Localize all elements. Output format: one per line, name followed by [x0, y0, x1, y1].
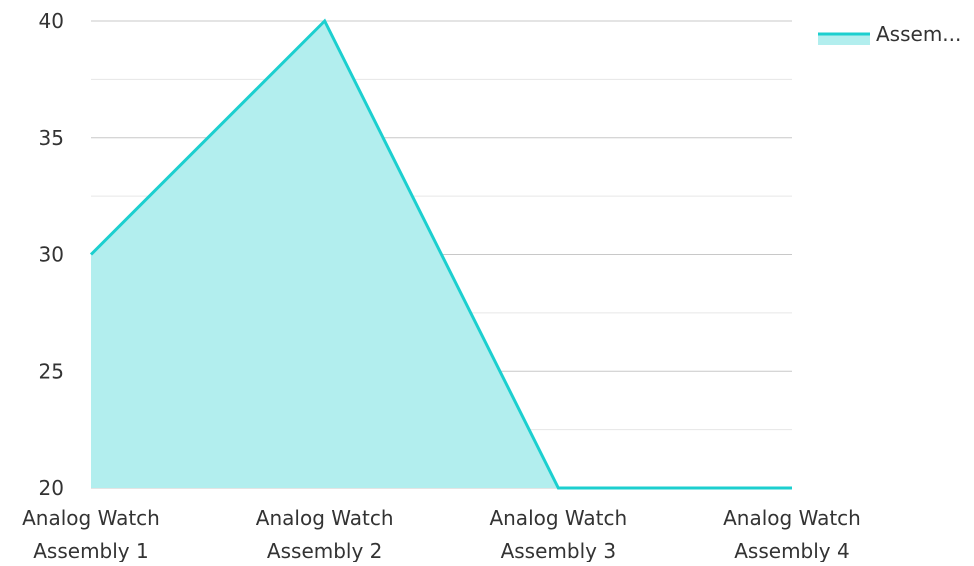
x-tick-label: Analog Watch Assembly 2 — [256, 506, 394, 562]
series-layer — [85, 15, 798, 494]
series-line — [89, 18, 792, 490]
y-tick-label: 20 — [39, 476, 64, 500]
y-tick-label: 40 — [39, 9, 64, 33]
x-tick-label: Analog Watch Assembly 3 — [489, 506, 627, 562]
legend[interactable]: Assem... — [818, 22, 961, 46]
series-area — [91, 21, 792, 488]
data-point[interactable] — [85, 249, 97, 261]
data-point[interactable] — [552, 482, 564, 494]
y-tick-label: 35 — [39, 126, 64, 150]
y-tick-label: 30 — [39, 243, 64, 267]
y-axis: 20 25 30 35 40 — [39, 9, 64, 500]
legend-label: Assem... — [876, 22, 961, 46]
data-point[interactable] — [319, 15, 331, 27]
data-point[interactable] — [786, 482, 798, 494]
legend-swatch — [818, 33, 870, 45]
x-tick-label: Analog Watch Assembly 1 — [22, 506, 160, 562]
x-axis: Analog Watch Assembly 1 Analog Watch Assemb… — [22, 506, 861, 563]
x-tick-label: Analog Watch Assembly 4 — [723, 506, 861, 562]
y-tick-label: 25 — [39, 359, 64, 383]
